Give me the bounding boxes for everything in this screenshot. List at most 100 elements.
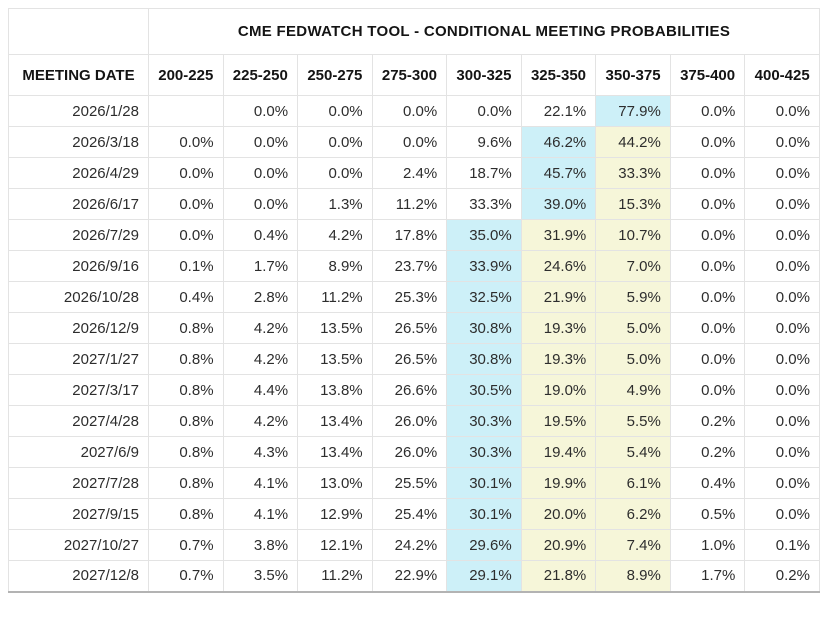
probability-cell: 30.8% xyxy=(446,312,522,344)
probability-cell: 4.3% xyxy=(222,436,299,468)
probability-cell: 15.3% xyxy=(595,188,671,220)
probability-cell: 0.0% xyxy=(669,250,746,282)
table-row: 2026/9/16 0.1% 1.7% 8.9% 23.7% 33.9% 24.6% 7.0%… xyxy=(8,250,820,282)
probability-cell xyxy=(148,95,224,127)
probability-cell: 8.9% xyxy=(595,560,671,592)
probability-cell: 0.0% xyxy=(222,126,299,158)
probability-cell: 25.3% xyxy=(371,281,448,313)
probability-cell: 5.5% xyxy=(595,405,671,437)
meeting-date-cell: 2027/3/17 xyxy=(8,374,149,406)
probability-cell: 19.3% xyxy=(520,312,597,344)
probability-cell: 0.0% xyxy=(744,219,820,251)
meeting-date-cell: 2026/7/29 xyxy=(8,219,149,251)
meeting-date-cell: 2026/3/18 xyxy=(8,126,149,158)
probability-cell: 0.0% xyxy=(744,374,820,406)
probability-cell: 0.0% xyxy=(744,95,820,127)
probability-cell: 0.0% xyxy=(669,374,746,406)
probability-cell: 1.0% xyxy=(669,529,746,561)
probability-cell: 25.5% xyxy=(371,467,448,499)
probability-cell: 0.2% xyxy=(669,405,746,437)
probability-cell: 13.0% xyxy=(297,467,373,499)
probability-cell: 0.0% xyxy=(669,157,746,189)
meeting-date-cell: 2027/1/27 xyxy=(8,343,149,375)
probability-cell: 13.5% xyxy=(297,343,373,375)
table-row: 2026/3/18 0.0% 0.0% 0.0% 0.0% 9.6% 46.2% 44.2% 0… xyxy=(8,126,820,158)
probability-cell: 30.1% xyxy=(446,467,522,499)
table-row: 2027/6/9 0.8% 4.3% 13.4% 26.0% 30.3% 19.4% 5.4%… xyxy=(8,436,820,468)
probability-cell: 0.0% xyxy=(371,126,448,158)
probability-cell: 0.7% xyxy=(148,529,224,561)
probability-cell: 2.4% xyxy=(371,157,448,189)
probability-cell: 19.9% xyxy=(520,467,597,499)
probability-cell: 0.0% xyxy=(744,498,820,530)
probability-cell: 29.6% xyxy=(446,529,522,561)
table-row: 2026/6/17 0.0% 0.0% 1.3% 11.2% 33.3% 39.0% 15.3… xyxy=(8,188,820,220)
probability-cell: 26.5% xyxy=(371,312,448,344)
page-title: CME FEDWATCH TOOL - CONDITIONAL MEETING … xyxy=(148,8,820,55)
probability-cell: 9.6% xyxy=(446,126,522,158)
probability-cell: 0.8% xyxy=(148,405,224,437)
table-row: 2026/4/29 0.0% 0.0% 0.0% 2.4% 18.7% 45.7% 33.3%… xyxy=(8,157,820,189)
probability-cell: 4.2% xyxy=(222,312,299,344)
probability-cell: 0.0% xyxy=(669,95,746,127)
col-header-400-425: 400-425 xyxy=(744,54,820,96)
probability-cell: 2.8% xyxy=(222,281,299,313)
meeting-date-cell: 2026/4/29 xyxy=(8,157,149,189)
probability-cell: 0.0% xyxy=(744,312,820,344)
probability-cell: 4.1% xyxy=(222,498,299,530)
meeting-date-cell: 2026/10/28 xyxy=(8,281,149,313)
probability-cell: 3.5% xyxy=(222,560,299,592)
col-header-325-350: 325-350 xyxy=(520,54,597,96)
probability-cell: 20.9% xyxy=(520,529,597,561)
probability-cell: 8.9% xyxy=(297,250,373,282)
probability-cell: 25.4% xyxy=(371,498,448,530)
table-row: 2027/3/17 0.8% 4.4% 13.8% 26.6% 30.5% 19.0% 4.9… xyxy=(8,374,820,406)
probability-cell: 12.1% xyxy=(297,529,373,561)
probability-cell: 0.0% xyxy=(297,126,373,158)
col-header-350-375: 350-375 xyxy=(595,54,671,96)
table-row: 2027/4/28 0.8% 4.2% 13.4% 26.0% 30.3% 19.5% 5.5… xyxy=(8,405,820,437)
probability-cell: 29.1% xyxy=(446,560,522,592)
probability-cell: 0.8% xyxy=(148,343,224,375)
probability-cell: 30.3% xyxy=(446,405,522,437)
meeting-date-cell: 2026/6/17 xyxy=(8,188,149,220)
probability-cell: 39.0% xyxy=(520,188,597,220)
probability-cell: 46.2% xyxy=(520,126,597,158)
table-row: 2027/12/8 0.7% 3.5% 11.2% 22.9% 29.1% 21.8% 8.9… xyxy=(8,560,820,592)
probability-cell: 0.0% xyxy=(744,188,820,220)
meeting-date-cell: 2026/9/16 xyxy=(8,250,149,282)
probability-cell: 11.2% xyxy=(297,281,373,313)
probability-cell: 0.0% xyxy=(669,281,746,313)
probability-cell: 0.0% xyxy=(148,157,224,189)
probability-cell: 4.2% xyxy=(222,405,299,437)
probability-cell: 4.2% xyxy=(222,343,299,375)
probability-cell: 1.3% xyxy=(297,188,373,220)
probability-cell: 0.2% xyxy=(669,436,746,468)
probability-cell: 0.0% xyxy=(669,188,746,220)
probability-cell: 18.7% xyxy=(446,157,522,189)
probability-cell: 19.0% xyxy=(520,374,597,406)
probability-cell: 4.2% xyxy=(297,219,373,251)
probability-cell: 3.8% xyxy=(222,529,299,561)
probability-cell: 0.4% xyxy=(669,467,746,499)
probability-cell: 0.8% xyxy=(148,498,224,530)
probability-cell: 10.7% xyxy=(595,219,671,251)
probability-cell: 26.0% xyxy=(371,405,448,437)
probability-cell: 22.9% xyxy=(371,560,448,592)
probability-cell: 0.0% xyxy=(669,126,746,158)
probability-cell: 45.7% xyxy=(520,157,597,189)
probability-cell: 0.8% xyxy=(148,312,224,344)
probability-cell: 0.0% xyxy=(744,281,820,313)
probability-cell: 21.8% xyxy=(520,560,597,592)
table-row: 2027/7/28 0.8% 4.1% 13.0% 25.5% 30.1% 19.9% 6.1… xyxy=(8,467,820,499)
probability-cell: 13.4% xyxy=(297,436,373,468)
header-row: MEETING DATE 200-225 225-250 250-275 275… xyxy=(8,54,820,96)
probability-cell: 24.6% xyxy=(520,250,597,282)
title-row: CME FEDWATCH TOOL - CONDITIONAL MEETING … xyxy=(8,8,820,55)
probability-cell: 0.8% xyxy=(148,436,224,468)
probability-cell: 19.3% xyxy=(520,343,597,375)
probability-cell: 5.4% xyxy=(595,436,671,468)
probability-cell: 26.0% xyxy=(371,436,448,468)
probability-cell: 22.1% xyxy=(520,95,597,127)
